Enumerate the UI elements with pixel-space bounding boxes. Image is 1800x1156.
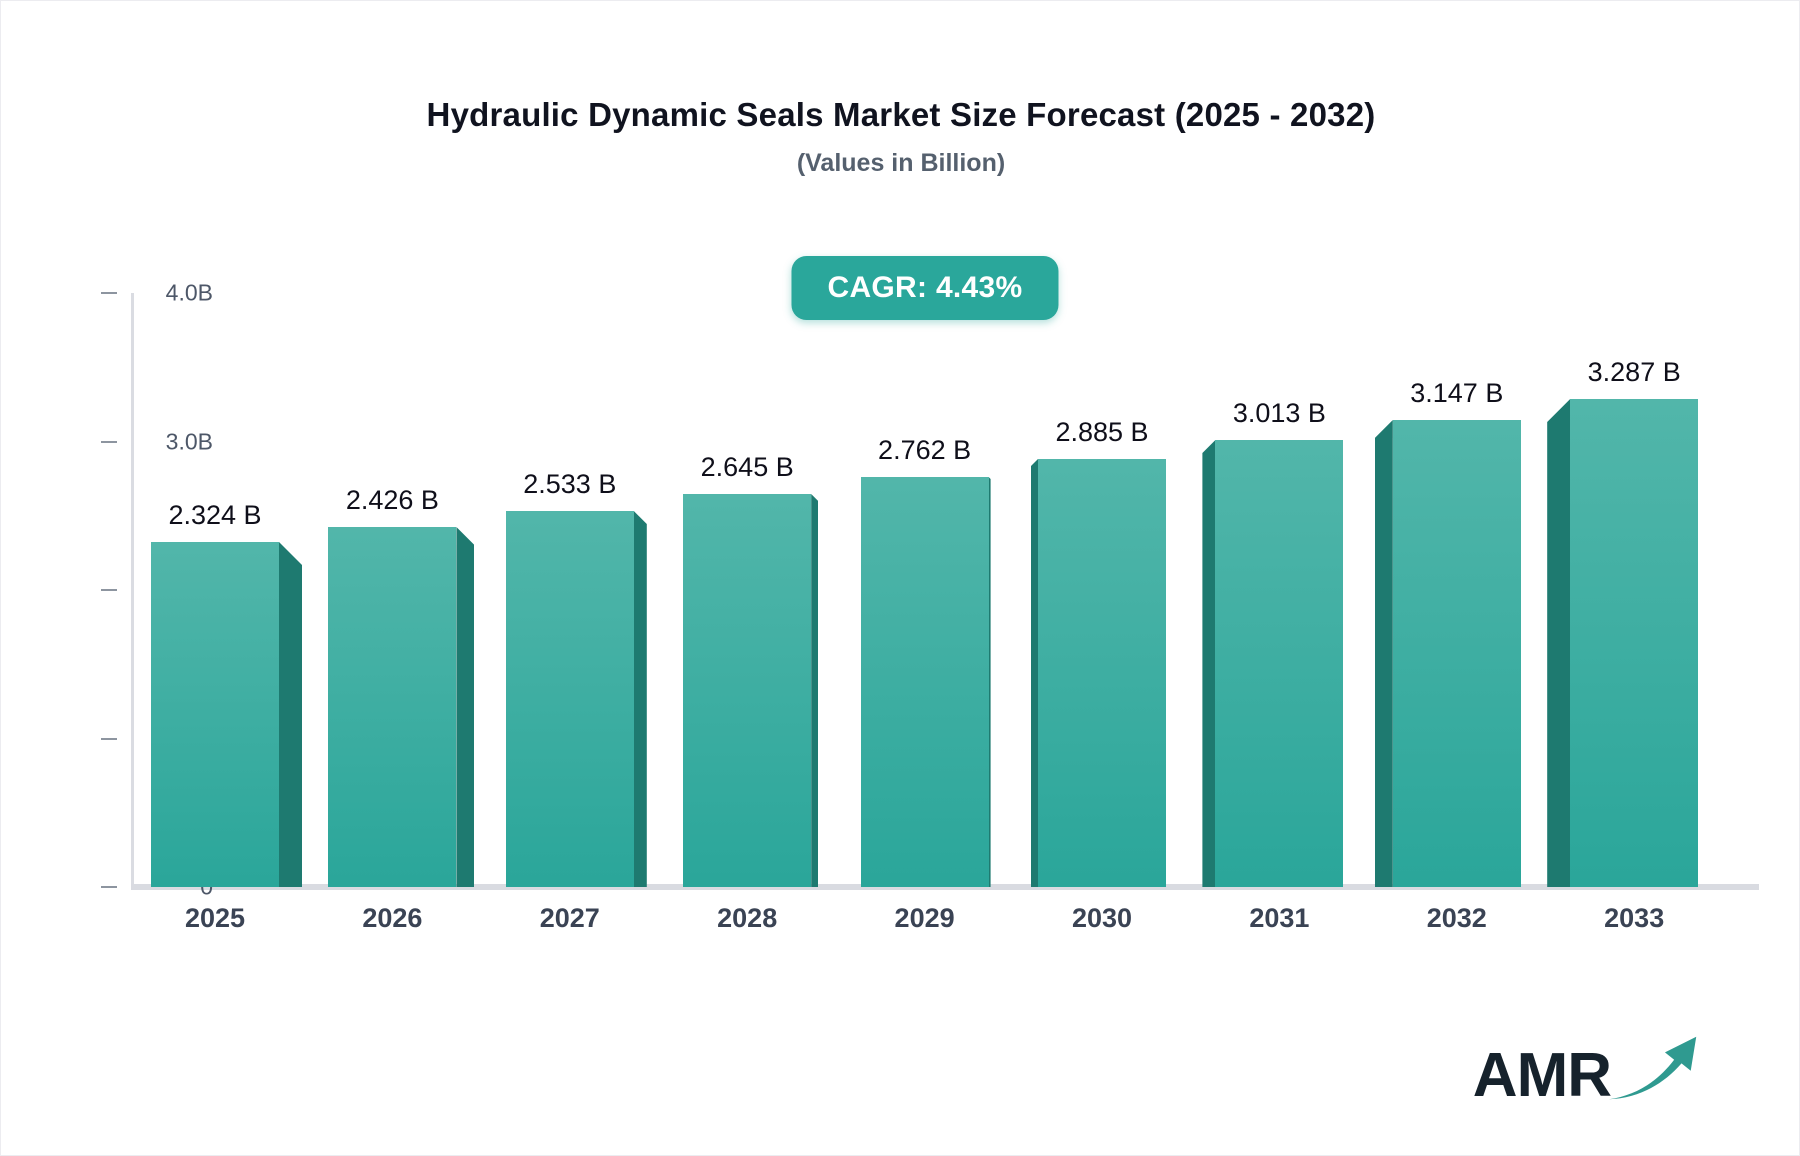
cagr-badge: CAGR: 4.43% (791, 256, 1059, 320)
x-tick-label-2032: 2032 (1426, 903, 1487, 933)
bar-2029 (860, 477, 989, 887)
bar-side-2027 (633, 511, 647, 887)
bar-2032 (1392, 420, 1521, 887)
bar-value-label: 3.147 B (1410, 378, 1504, 408)
bar-side-2032 (1374, 420, 1393, 887)
bar-value-label: 2.533 B (523, 469, 617, 499)
bar-2025 (151, 542, 279, 887)
y-axis-line (131, 293, 134, 890)
x-tick-label-2029: 2029 (894, 903, 955, 933)
x-tick-label-2025: 2025 (184, 903, 246, 933)
page-title: Hydraulic Dynamic Seals Market Size Fore… (426, 96, 1376, 133)
bar-2026 (328, 527, 457, 887)
bar-value-label: 2.645 B (700, 452, 794, 482)
x-tick-label-2033: 2033 (1604, 903, 1665, 933)
bar-side-2033 (1547, 399, 1571, 887)
x-tick-label-2030: 2030 (1071, 903, 1133, 933)
bar-side-2030 (1031, 459, 1038, 887)
bar-value-label: 2.426 B (345, 485, 439, 515)
bar-side-2025 (279, 542, 302, 887)
y-tick-label: 4.0B (165, 279, 213, 306)
bar-value-label: 2.324 B (168, 500, 262, 530)
x-tick-label-2028: 2028 (717, 903, 778, 933)
x-tick-label-2026: 2026 (362, 903, 423, 933)
bar-value-label: 2.885 B (1055, 417, 1149, 447)
y-tick (101, 589, 117, 591)
bar-value-label: 3.013 B (1232, 398, 1326, 428)
bar-side-2031 (1202, 440, 1216, 887)
y-tick-label: 3.0B (165, 428, 213, 454)
bar-side-2028 (811, 494, 819, 887)
amr-logo-text: AMR (1472, 1041, 1612, 1110)
y-tick (101, 737, 117, 740)
x-tick-label-2027: 2027 (539, 903, 600, 933)
bar-2028 (683, 494, 812, 887)
bar-side-2026 (456, 527, 475, 887)
y-tick (101, 440, 117, 443)
y-tick (101, 886, 117, 888)
cagr-label: CAGR: 4.43% (827, 271, 1023, 304)
y-tick (101, 292, 117, 294)
x-axis-line (131, 884, 1759, 890)
bar-2033 (1570, 399, 1699, 887)
plot-area: 4.0B3.0B2.0B1.0B0 2.324 B2.426 B2.533 B2… (101, 280, 1761, 933)
bar-2027 (505, 511, 634, 887)
bar-value-label: 3.287 B (1587, 357, 1681, 387)
bar-2031 (1215, 440, 1344, 887)
growth-arrow-icon (1608, 1036, 1697, 1100)
amr-logo: AMR (1473, 1031, 1699, 1107)
chart-subtitle: (Values in Billion) (796, 149, 1006, 177)
bar-side-2029 (988, 477, 991, 887)
x-tick-label-2031: 2031 (1249, 903, 1310, 933)
bar-2030 (1038, 459, 1166, 887)
bar-value-label: 2.762 B (878, 435, 972, 465)
